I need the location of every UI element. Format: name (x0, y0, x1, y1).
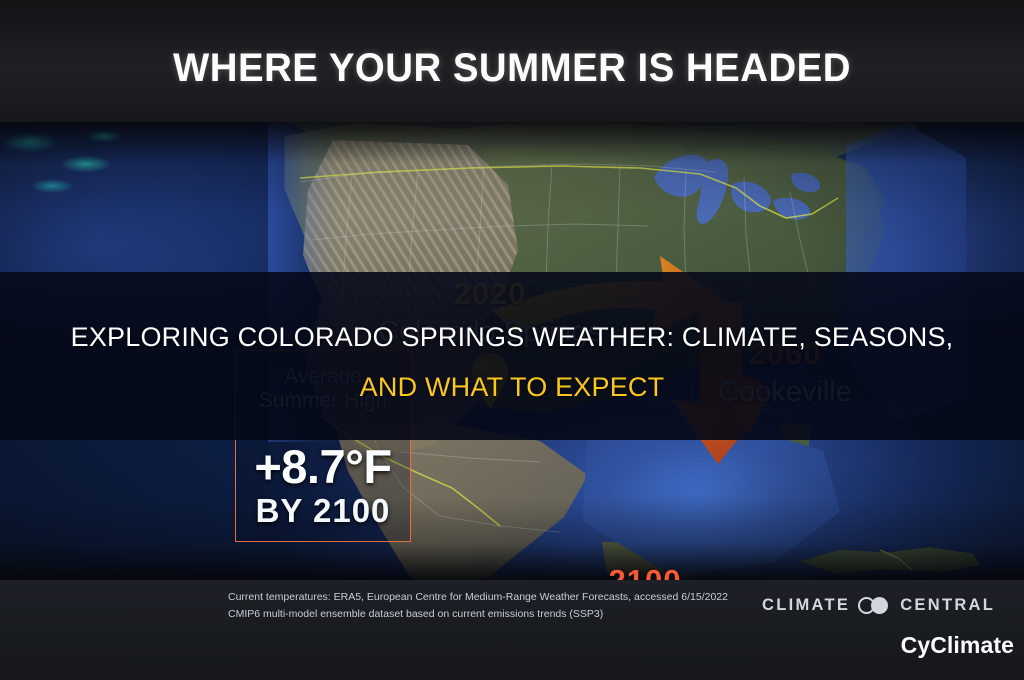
footer-bar: Current temperatures: ERA5, European Cen… (0, 580, 1024, 680)
brand-word-climate: CLIMATE (762, 596, 851, 614)
source-line-1: Current temperatures: ERA5, European Cen… (228, 591, 728, 603)
title-overlay-band (0, 272, 1024, 440)
stat-timeframe: BY 2100 (255, 492, 391, 529)
overlay-headline-line1: EXPLORING COLORADO SPRINGS WEATHER: CLIM… (70, 322, 954, 352)
source-citation: Current temperatures: ERA5, European Cen… (228, 589, 788, 623)
page-title: WHERE YOUR SUMMER IS HEADED (173, 46, 851, 90)
climate-central-logo: CLIMATE CENTRAL (762, 596, 995, 615)
interlocking-circles-icon (858, 597, 892, 614)
overlay-headline-line2: AND WHAT TO EXPECT (359, 372, 665, 402)
brand-word-central: CENTRAL (900, 596, 996, 614)
top-banner (0, 0, 1024, 122)
label-year-2100: 2100 (520, 565, 770, 580)
stat-value: +8.7°F (254, 440, 392, 493)
source-line-2: CMIP6 multi-model ensemble dataset based… (228, 608, 604, 620)
map-label-2100: 2100 Beaumont (520, 565, 770, 580)
watermark-cyclimate: CyClimate (900, 632, 1014, 658)
